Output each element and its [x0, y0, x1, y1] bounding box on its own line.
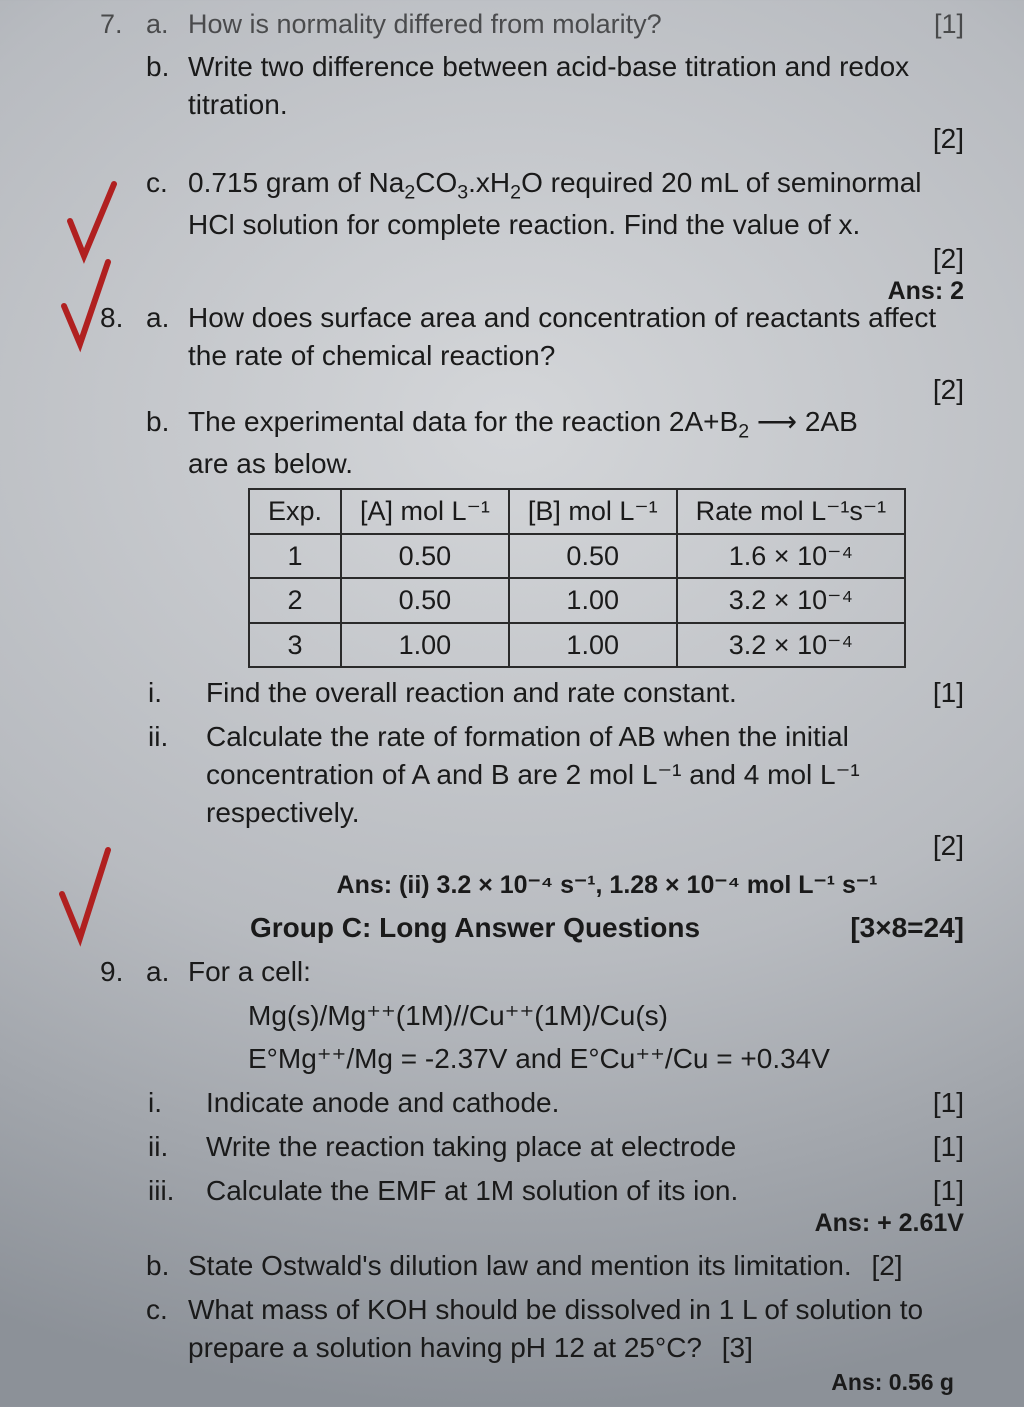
q8bi-text: Find the overall reaction and rate const… — [206, 674, 921, 712]
q9aii-marks: [1] — [921, 1128, 964, 1166]
q7b-marks: [2] — [921, 123, 964, 154]
q9aii-text: Write the reaction taking place at elect… — [206, 1128, 921, 1166]
q9b-text: State Ostwald's dilution law and mention… — [188, 1247, 964, 1285]
q9a-label: a. — [146, 953, 188, 991]
q9ai-text: Indicate anode and cathode. — [206, 1084, 921, 1122]
q9aii-label: ii. — [146, 1128, 206, 1166]
q7b-label: b. — [146, 48, 188, 86]
group-c-title: Group C: Long Answer Questions — [250, 909, 830, 947]
q9c-marks: [3] — [710, 1332, 753, 1363]
table-header: [B] mol L⁻¹ — [509, 489, 677, 533]
q7c-text: 0.715 gram of Na2CO3.xH2O required 20 mL… — [188, 164, 964, 244]
q9aiii-text: Calculate the EMF at 1M solution of its … — [206, 1172, 921, 1210]
q7-number: 7. — [100, 6, 146, 42]
group-c-marks: [3×8=24] — [830, 909, 964, 947]
q9a-answer: Ans: + 2.61V — [100, 1207, 964, 1241]
q7a-text: How is normality differed from molarity? — [188, 6, 922, 42]
q9ai-marks: [1] — [921, 1084, 964, 1122]
table-row: 1 0.50 0.50 1.6 × 10⁻⁴ — [249, 534, 905, 578]
q8a-text: How does surface area and concentration … — [188, 299, 964, 375]
q8a-marks: [2] — [921, 374, 964, 405]
q7a-label: a. — [146, 6, 188, 42]
q8bi-label: i. — [146, 674, 206, 712]
q8b-answer: Ans: (ii) 3.2 × 10⁻⁴ s⁻¹, 1.28 × 10⁻⁴ mo… — [250, 869, 964, 903]
q9a-cell-notation: Mg(s)/Mg⁺⁺(1M)//Cu⁺⁺(1M)/Cu(s) — [248, 997, 964, 1035]
q9ai-label: i. — [146, 1084, 206, 1122]
q9c-text: What mass of KOH should be dissolved in … — [188, 1291, 964, 1367]
q8bii-text: Calculate the rate of formation of AB wh… — [206, 718, 964, 831]
q8bi-marks: [1] — [921, 674, 964, 712]
q8bii-marks: [2] — [921, 830, 964, 861]
table-row: 2 0.50 1.00 3.2 × 10⁻⁴ — [249, 578, 905, 622]
q8b-label: b. — [146, 403, 188, 441]
q8-number: 8. — [100, 299, 146, 337]
exam-page: 7. a. How is normality differed from mol… — [0, 6, 1024, 1398]
q7b-text: Write two difference between acid-base t… — [188, 48, 964, 124]
table-header: [A] mol L⁻¹ — [341, 489, 509, 533]
q9aiii-marks: [1] — [921, 1172, 964, 1210]
table-row: 3 1.00 1.00 3.2 × 10⁻⁴ — [249, 623, 905, 667]
rate-data-table: Exp. [A] mol L⁻¹ [B] mol L⁻¹ Rate mol L⁻… — [248, 488, 906, 668]
q8b-intro: The experimental data for the reaction 2… — [188, 403, 964, 483]
q9c-label: c. — [146, 1291, 188, 1329]
q9a-emf-values: E°Mg⁺⁺/Mg = -2.37V and E°Cu⁺⁺/Cu = +0.34… — [248, 1040, 964, 1078]
q7a-marks: [1] — [922, 6, 964, 42]
q9b-marks: [2] — [859, 1250, 902, 1281]
q9b-label: b. — [146, 1247, 188, 1285]
q7c-marks: [2] — [921, 243, 964, 274]
q7c-label: c. — [146, 164, 188, 202]
q9a-intro: For a cell: — [188, 953, 964, 991]
q8bii-label: ii. — [146, 718, 206, 756]
q8a-label: a. — [146, 299, 188, 337]
q9aiii-label: iii. — [146, 1172, 206, 1210]
q9c-answer: Ans: 0.56 g — [100, 1367, 954, 1398]
table-header: Exp. — [249, 489, 341, 533]
table-header: Rate mol L⁻¹s⁻¹ — [677, 489, 906, 533]
q9-number: 9. — [100, 953, 146, 991]
